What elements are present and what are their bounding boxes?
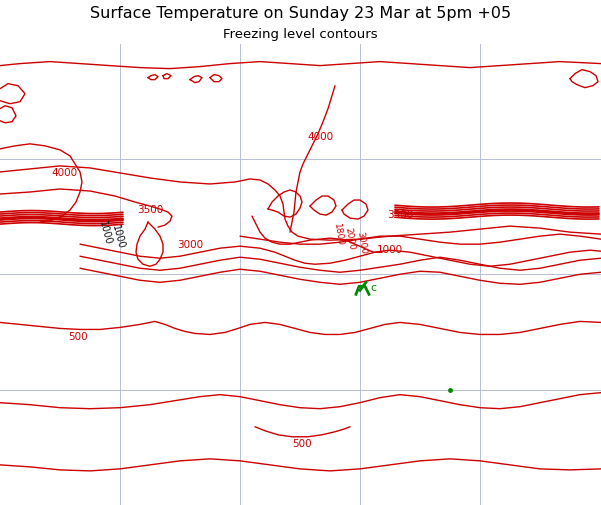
- Text: 3000: 3000: [356, 231, 368, 255]
- Text: 4000: 4000: [307, 132, 333, 141]
- Text: 500: 500: [68, 332, 88, 342]
- Text: c: c: [370, 283, 376, 293]
- Text: 1800: 1800: [332, 223, 344, 247]
- Text: 3500: 3500: [387, 210, 413, 220]
- Text: 500: 500: [292, 438, 312, 448]
- Text: 2000: 2000: [344, 227, 356, 250]
- Text: 1000: 1000: [377, 245, 403, 255]
- Text: 3000: 3000: [177, 240, 203, 249]
- Text: 3500: 3500: [137, 205, 163, 215]
- Text: 4000: 4000: [52, 168, 78, 178]
- Text: Freezing level contours: Freezing level contours: [223, 28, 378, 41]
- Text: 1000: 1000: [97, 220, 113, 246]
- Text: 1000: 1000: [110, 224, 126, 250]
- Text: Surface Temperature on Sunday 23 Mar at 5pm +05: Surface Temperature on Sunday 23 Mar at …: [90, 6, 511, 21]
